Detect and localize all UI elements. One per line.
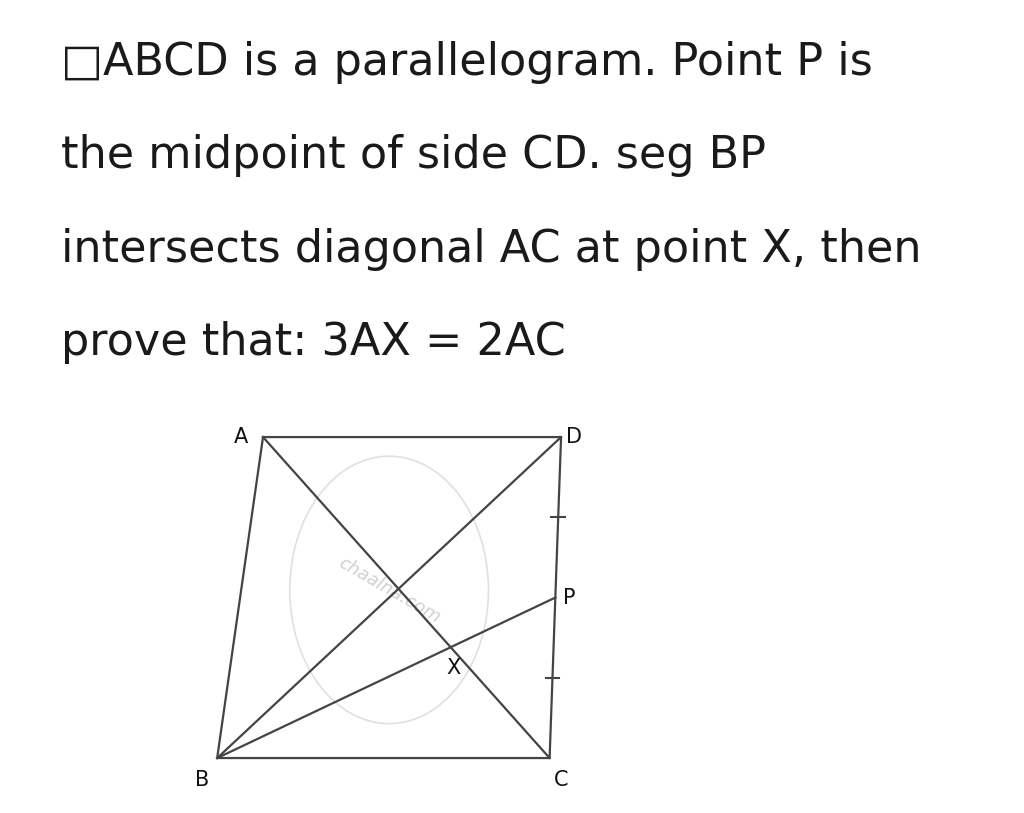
Text: X: X — [446, 658, 461, 678]
Text: B: B — [196, 770, 210, 790]
Text: chaalna.com: chaalna.com — [335, 554, 443, 626]
Text: □ABCD is a parallelogram. Point P is: □ABCD is a parallelogram. Point P is — [61, 41, 873, 84]
Text: prove that: 3AX = 2AC: prove that: 3AX = 2AC — [61, 321, 566, 364]
Text: P: P — [563, 588, 575, 607]
Text: the midpoint of side CD. seg BP: the midpoint of side CD. seg BP — [61, 134, 766, 177]
Text: A: A — [233, 427, 248, 447]
Text: C: C — [554, 770, 568, 790]
Text: D: D — [565, 427, 582, 447]
Text: intersects diagonal AC at point X, then: intersects diagonal AC at point X, then — [61, 228, 922, 271]
